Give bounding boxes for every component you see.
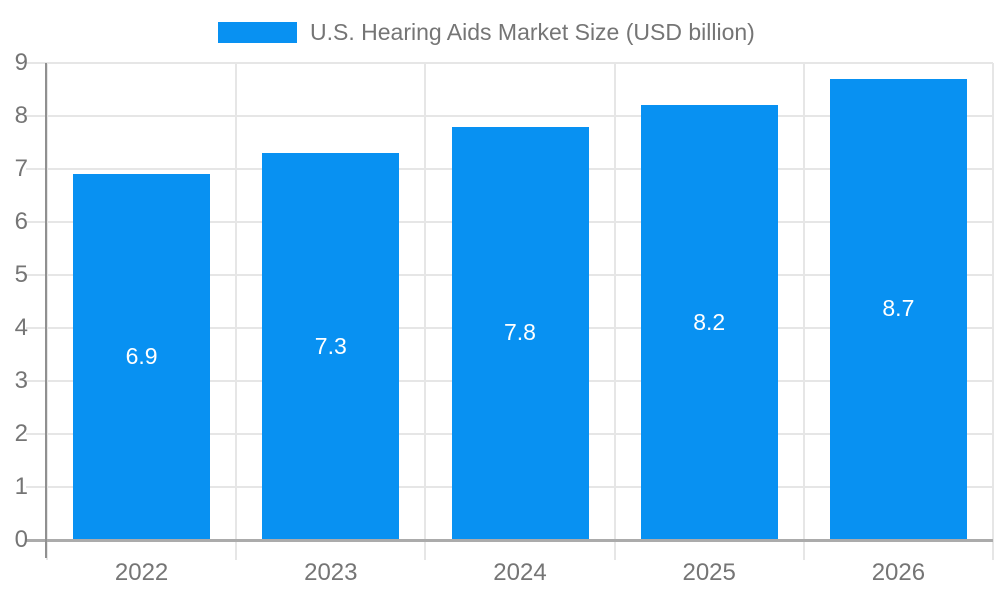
legend-label: U.S. Hearing Aids Market Size (USD billi… [310, 19, 755, 45]
x-gridline [802, 63, 805, 560]
y-axis-tick-label: 7 [14, 155, 28, 182]
y-axis-line [45, 63, 47, 558]
x-axis-category-label: 2026 [871, 559, 926, 586]
legend-swatch [218, 21, 297, 43]
bar-2026[interactable] [829, 78, 967, 540]
x-axis-baseline [26, 539, 993, 542]
x-axis-category-label: 2025 [682, 559, 736, 586]
bar-value-label: 8.7 [882, 295, 915, 322]
y-axis-tick-label: 4 [14, 314, 28, 341]
bar-2022[interactable] [73, 174, 211, 540]
y-axis-tick-label: 8 [14, 102, 28, 129]
x-gridline [613, 63, 616, 560]
y-axis-tick-label: 0 [14, 526, 28, 553]
y-axis-tick-label: 2 [14, 420, 28, 447]
x-axis-category-label: 2023 [304, 559, 358, 586]
chart-legend[interactable]: U.S. Hearing Aids Market Size (USD billi… [218, 19, 755, 45]
y-axis-tick-label: 9 [14, 49, 28, 76]
bar-value-label: 7.8 [504, 319, 536, 346]
x-gridline [424, 63, 427, 560]
x-axis-category-label: 2024 [493, 559, 547, 586]
x-axis-category-label: 2022 [114, 559, 169, 586]
x-gridline [46, 63, 48, 560]
bar-2023[interactable] [262, 153, 400, 540]
y-axis-tick-label: 5 [14, 261, 28, 288]
y-gridline [26, 62, 993, 64]
x-gridline [235, 63, 238, 560]
y-axis-tick-label: 1 [14, 473, 28, 500]
y-axis-tick-label: 3 [14, 367, 28, 394]
bar-2025[interactable] [640, 105, 778, 540]
x-gridline [992, 63, 994, 560]
y-axis-tick-label: 6 [14, 208, 28, 235]
bar-value-label: 8.2 [693, 308, 726, 335]
bar-value-label: 6.9 [125, 343, 158, 370]
y-gridline [26, 115, 993, 117]
bar-2024[interactable] [451, 126, 589, 540]
bar-value-label: 7.3 [314, 332, 347, 359]
